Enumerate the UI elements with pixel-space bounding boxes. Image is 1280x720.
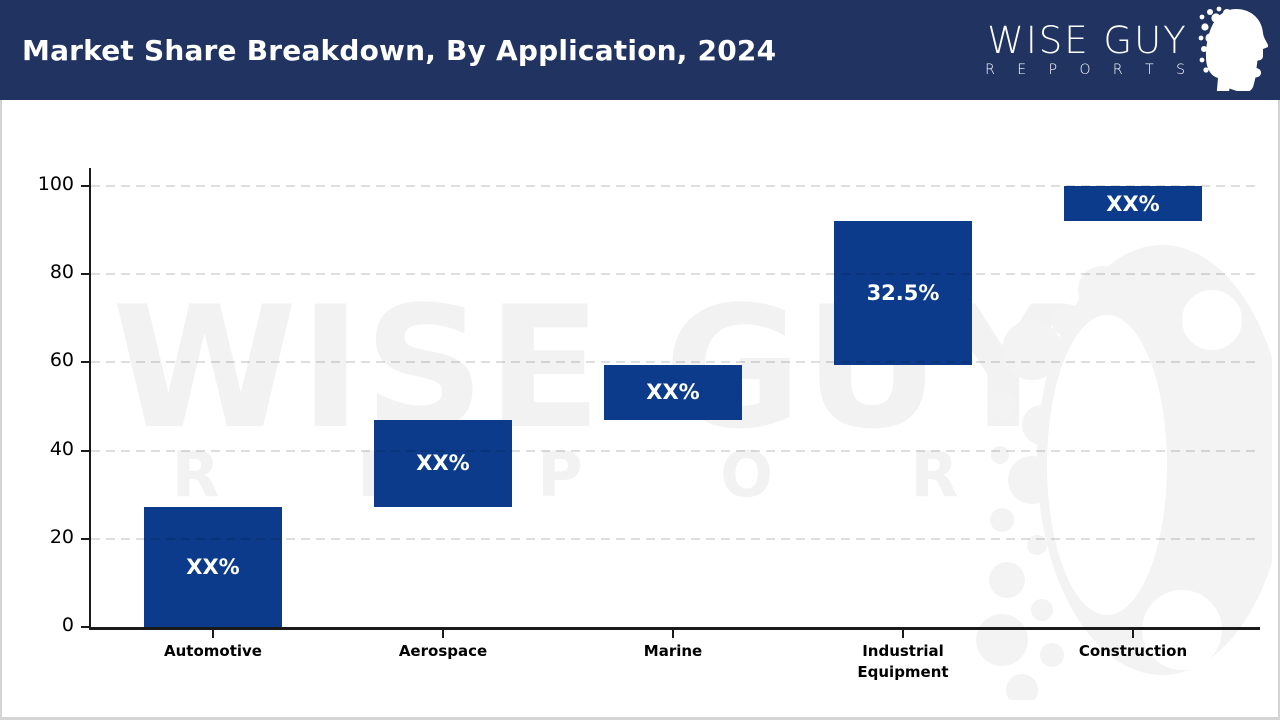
y-tick-label-40: 40 [49,437,74,460]
x-axis-label-2: Marine [643,642,703,660]
y-tick-100 [81,185,89,187]
bar-aerospace [374,419,512,507]
y-tick-20 [81,537,89,540]
y-tick-60 [81,361,89,364]
page-title: Market Share Breakdown, By Application, … [22,33,777,67]
bar-value-label: XX% [1106,191,1160,216]
y-tick-label-100: 100 [37,173,74,195]
bar-construction [1064,186,1202,222]
bar-automotive [144,506,282,627]
header-bar: Market Share Breakdown, By Application, … [0,0,1280,100]
wiseguy-logo: WISE GUY R E P O R T S [981,5,1270,95]
x-axis-label-1: Aerospace [398,642,488,660]
bar-value-label: XX% [646,380,700,405]
y-tick-label-20: 20 [49,525,74,548]
bar-value-label: XX% [186,554,240,579]
x-tick-3 [902,630,904,638]
bar-marine [604,364,742,420]
gridline-y20 [91,537,1258,540]
logo-wordmark-line1: WISE GUY [987,19,1188,62]
y-tick-label-80: 80 [49,261,74,284]
x-tick-2 [672,630,674,638]
gridline-y40 [91,449,1258,452]
x-axis-label-3: Industrial Equipment [857,642,949,681]
y-axis-line [89,168,91,630]
y-tick-label-0: 0 [61,614,74,636]
x-axis-line [89,627,1260,630]
x-tick-0 [212,630,214,638]
head-profile-dots-icon [1196,5,1270,95]
logo-wordmark-line2: R E P O R T S [985,62,1194,78]
x-tick-1 [442,630,444,638]
gridline-y80 [91,273,1258,276]
x-axis-label-0: Automotive [164,642,262,660]
logo-wordmark: WISE GUY R E P O R T S [981,22,1194,78]
x-axis-label-4: Construction [1078,642,1188,660]
bar-value-label: XX% [416,451,470,476]
y-tick-label-60: 60 [49,349,74,372]
bar-industrial-equipment [834,221,972,365]
y-tick-0 [81,626,89,628]
gridline-y60 [91,361,1258,364]
x-tick-4 [1132,630,1134,638]
gridline-y100 [91,185,1258,187]
watermark-head-dots [882,200,1280,706]
y-tick-80 [81,273,89,276]
y-tick-40 [81,449,89,452]
bar-value-label: 32.5% [866,280,940,305]
chart-area: WISE GUY R E P O R T S [2,100,1280,717]
